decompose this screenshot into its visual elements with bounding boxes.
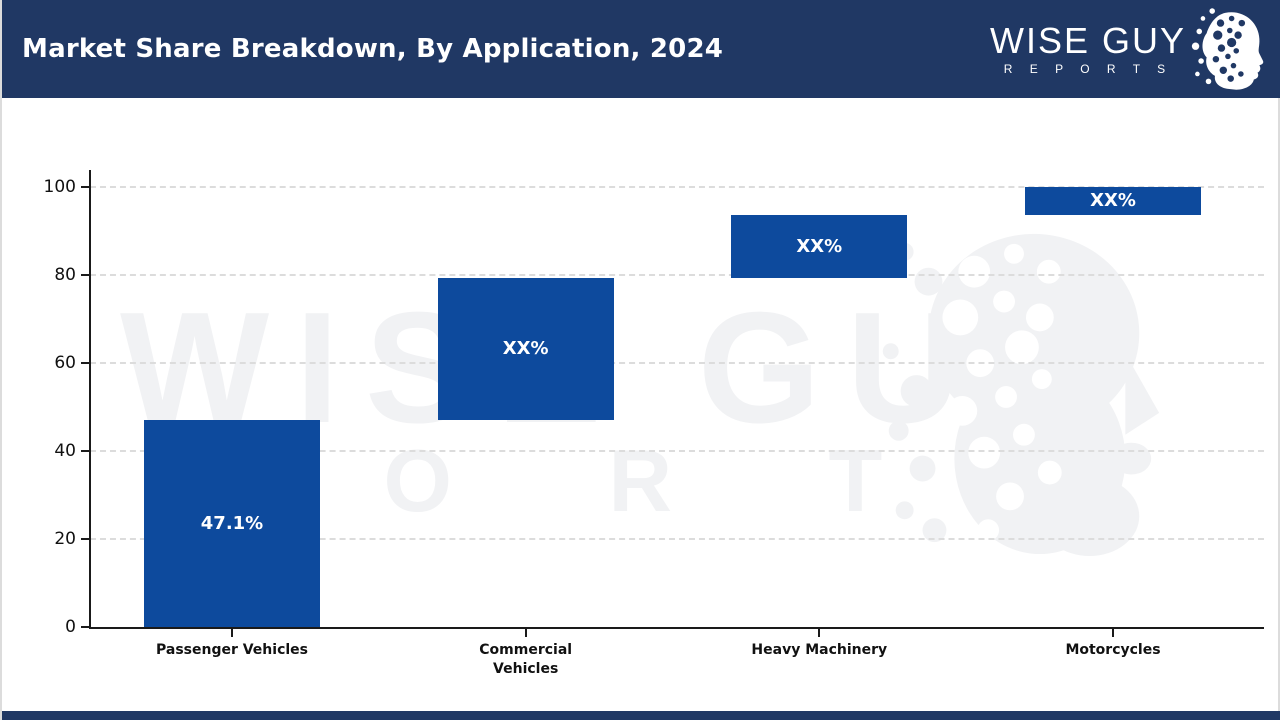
brand-subname: R E P O R T S (1003, 62, 1173, 76)
brand-name: WISE GUY (989, 20, 1186, 61)
footer-bar (2, 711, 1280, 720)
chart-title: Market Share Breakdown, By Application, … (22, 34, 724, 64)
x-axis-tick (524, 629, 527, 637)
gridline (90, 362, 1264, 364)
y-axis-tick-label: 60 (54, 353, 76, 373)
bar-motorcycles: XX% (1025, 187, 1201, 215)
x-axis-tick (818, 629, 821, 637)
brand-logo: WISE GUY R E P O R T S (990, 6, 1264, 92)
brand-face-icon (1191, 8, 1264, 90)
watermark-text-line2: P O R T S (170, 431, 1164, 530)
y-axis-tick (81, 362, 90, 364)
y-axis-tick-label: 100 (43, 177, 76, 197)
bar-value-label: XX% (1090, 190, 1136, 212)
y-axis-tick-label: 0 (65, 617, 76, 637)
bar-value-label: XX% (796, 235, 843, 257)
y-axis-tick (81, 274, 90, 276)
x-axis-line (89, 627, 1264, 629)
y-axis-tick (81, 626, 90, 628)
y-axis-tick (81, 538, 90, 540)
bar-commercial-vehicles: XX% (437, 277, 614, 420)
x-axis-category-label: Commercial Vehicles (479, 642, 573, 677)
gridline (90, 186, 1264, 188)
y-axis-tick (81, 186, 90, 188)
gridline (90, 538, 1264, 540)
bar-passenger-vehicles: 47.1% (144, 419, 320, 627)
header-bar: Market Share Breakdown, By Application, … (2, 0, 1280, 98)
y-axis-tick (81, 450, 90, 452)
gridline (90, 450, 1264, 452)
gridline (90, 274, 1264, 276)
y-axis-tick-label: 80 (54, 265, 76, 285)
x-axis-category-label: Motorcycles (1065, 642, 1161, 658)
y-axis-tick-label: 20 (54, 529, 76, 549)
bar-heavy-machinery: XX% (731, 214, 908, 278)
x-axis-tick (1112, 629, 1114, 637)
bar-value-label: 47.1% (200, 512, 264, 534)
watermark-face-icon (882, 233, 1160, 557)
x-axis-category-label: Heavy Machinery (751, 642, 888, 658)
y-axis-line (89, 170, 91, 629)
brand-logo-text: WISE GUY R E P O R T S (989, 20, 1186, 77)
bar-value-label: XX% (502, 338, 549, 360)
x-axis-category-label: Passenger Vehicles (155, 642, 308, 658)
x-axis-tick (231, 629, 233, 637)
y-axis-tick-label: 40 (54, 441, 76, 461)
